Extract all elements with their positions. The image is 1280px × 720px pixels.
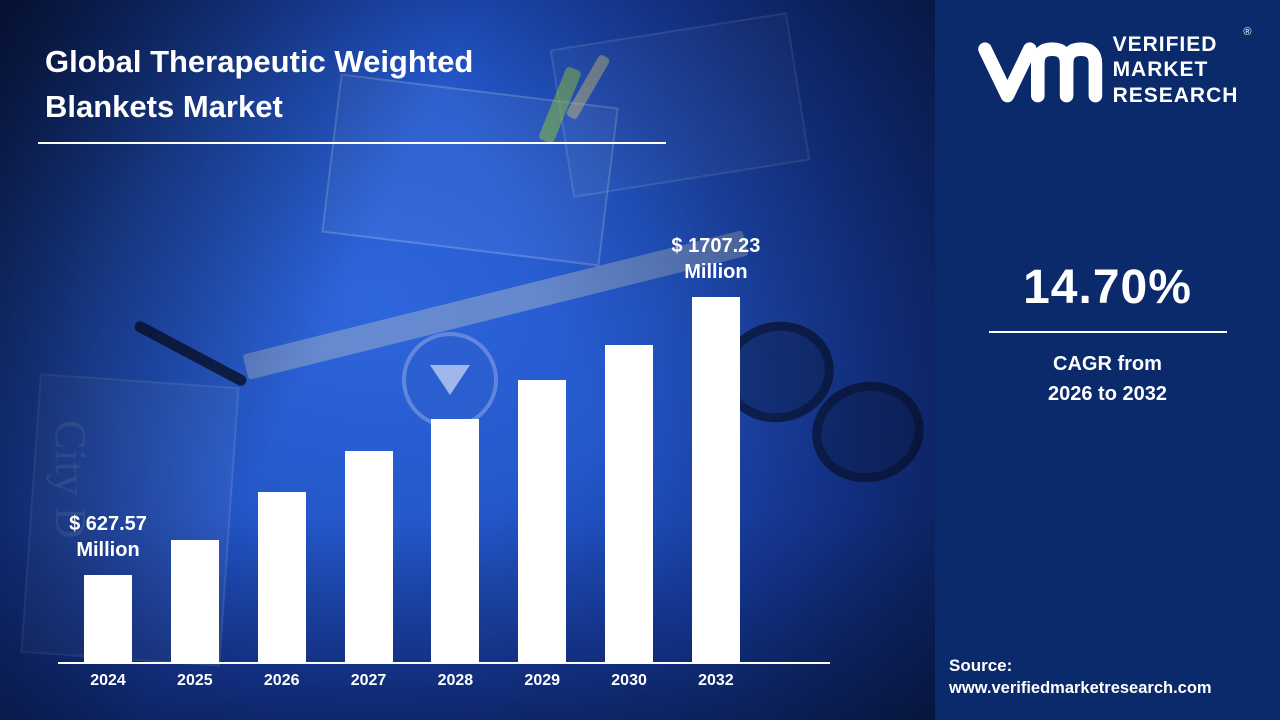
bar-column (257, 297, 306, 662)
cagr-underline-divider (988, 331, 1227, 333)
bar-column (170, 297, 219, 662)
cagr-caption: CAGR from 2026 to 2032 (1048, 349, 1167, 409)
brand-wordmark: ® VERIFIED MARKET RESEARCH (1112, 26, 1252, 108)
brand-panel: ® VERIFIED MARKET RESEARCH 14.70% CAGR f… (935, 0, 1280, 720)
x-tick-label: 2026 (263, 672, 300, 689)
bar-2030 (605, 345, 654, 662)
x-tick-label: 2030 (611, 672, 647, 689)
x-tick-label: 2028 (437, 672, 474, 689)
bar-2032 (691, 297, 740, 662)
bar-value-label: $ 1707.23 Million (671, 235, 761, 283)
cagr-value: 14.70% (1023, 261, 1192, 314)
bar-value-label: $ 627.57 Million (69, 513, 147, 561)
bar-column (431, 297, 480, 662)
bar-column: $ 627.57 Million (69, 297, 147, 662)
x-axis-tick-labels: 2024 2025 2026 2027 2028 2029 2030 2032 (84, 672, 740, 690)
cagr-caption-line1: CAGR from (1053, 353, 1162, 375)
page-title-line1: Global Therapeutic Weighted (45, 44, 474, 79)
brand-word-verified: VERIFIED (1112, 33, 1218, 57)
source-attribution: Source: www.verifiedmarketresearch.com (949, 656, 1212, 698)
chart-panel: City D Global Therapeutic Weighted Blank… (0, 0, 935, 720)
brand-word-research: RESEARCH (1112, 83, 1239, 107)
bar-column (518, 297, 567, 662)
bar-chart: $ 627.57 Million $ 1707.23 Million 2024 2025… (58, 235, 830, 690)
bar-2029 (518, 380, 567, 662)
bar-2027 (344, 451, 393, 662)
bar-series: $ 627.57 Million $ 1707.23 Million (69, 235, 760, 662)
bar-2025 (170, 540, 219, 662)
brand-logo: ® VERIFIED MARKET RESEARCH (977, 26, 1252, 110)
source-label: Source: (949, 656, 1013, 675)
page-title: Global Therapeutic Weighted Blankets Mar… (38, 40, 666, 144)
cagr-caption-line2: 2026 to 2032 (1048, 383, 1167, 405)
brand-word-market: MARKET (1112, 58, 1209, 82)
x-tick-label: 2027 (350, 672, 387, 689)
page-title-line2: Blankets Market (45, 88, 283, 124)
source-url-link[interactable]: www.verifiedmarketresearch.com (949, 679, 1212, 697)
x-tick-label: 2025 (177, 672, 213, 689)
cagr-stat: 14.70% CAGR from 2026 to 2032 (988, 260, 1227, 409)
x-axis-line (58, 662, 830, 664)
x-tick-label: 2029 (524, 672, 561, 689)
vmr-monogram-icon (977, 42, 1102, 103)
bar-2028 (431, 419, 480, 662)
x-tick-label: 2032 (698, 672, 734, 689)
bar-2026 (257, 492, 306, 662)
bar-column: $ 1707.23 Million (671, 235, 760, 662)
bar-2024 (84, 575, 132, 662)
x-tick-label: 2024 (90, 672, 126, 689)
title-underline-divider (38, 141, 666, 144)
registered-trademark-symbol: ® (1243, 26, 1253, 39)
bar-column (344, 297, 393, 662)
bar-column (605, 297, 654, 662)
